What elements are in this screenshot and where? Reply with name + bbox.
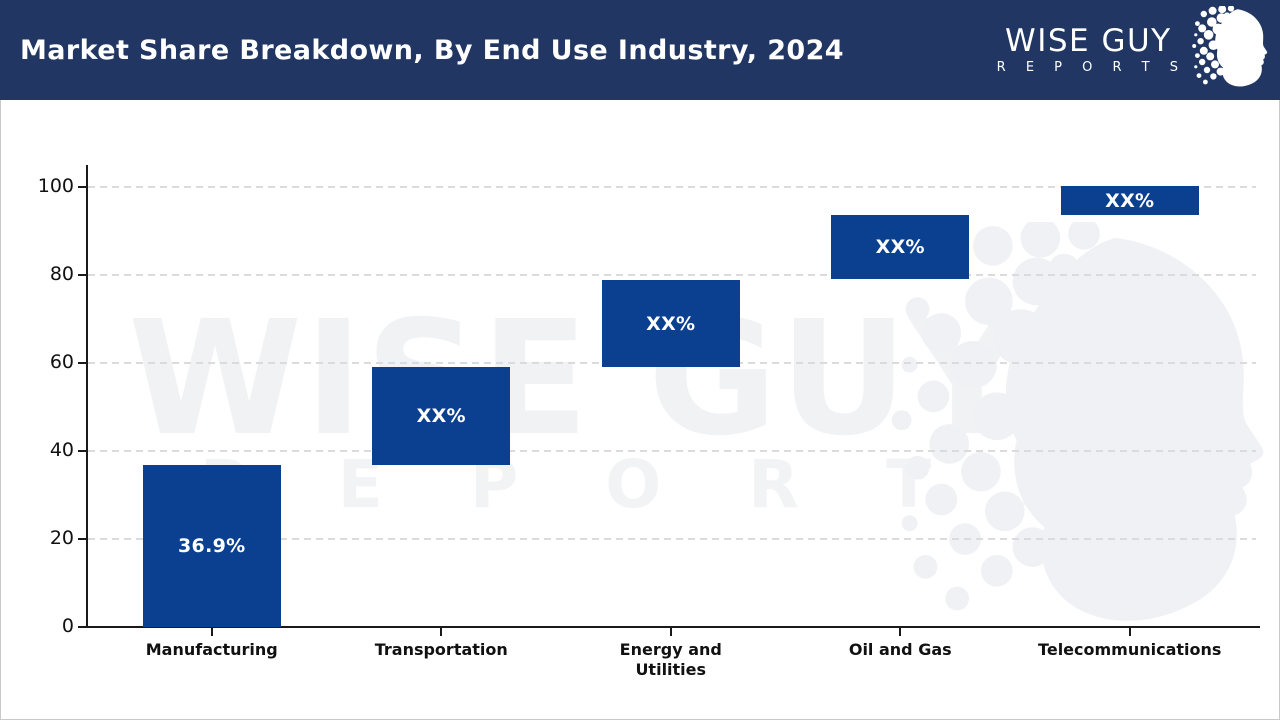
x-tick-label: Manufacturing: [145, 640, 278, 659]
y-axis-line: [86, 165, 88, 628]
header: Market Share Breakdown, By End Use Indus…: [0, 0, 1280, 100]
bar-value-label: XX%: [646, 312, 696, 335]
x-tick-label: Telecommunications: [1038, 640, 1222, 659]
bar-value-label: XX%: [875, 236, 925, 259]
x-tick-label: Oil and Gas: [848, 640, 952, 659]
gridline: [88, 274, 1256, 276]
y-tick-label: 0: [61, 615, 74, 637]
gridline: [88, 538, 1256, 540]
bar-value-label: 36.9%: [178, 534, 246, 557]
logo-text: WISE GUY R E P O R T S: [991, 23, 1186, 75]
gridline: [88, 450, 1256, 452]
y-tick-label: 60: [49, 351, 74, 373]
bar-segment: XX%: [372, 367, 511, 465]
y-tick: [78, 626, 86, 628]
x-tick: [440, 628, 443, 636]
bar-segment: 36.9%: [142, 464, 281, 627]
watermark-wordmark: WISE GUY: [128, 287, 1027, 471]
x-tick: [899, 628, 902, 636]
y-tick-label: 80: [49, 263, 74, 285]
brand-logo: WISE GUY R E P O R T S: [991, 6, 1280, 94]
bar-segment: XX%: [1060, 186, 1199, 216]
x-tick-label: Transportation: [374, 640, 508, 659]
gridline: [88, 186, 1256, 188]
y-tick: [78, 362, 86, 364]
x-tick-label: Energy and Utilities: [619, 640, 722, 679]
logo-wordmark: WISE GUY: [1005, 23, 1172, 59]
bar-value-label: XX%: [416, 405, 466, 427]
x-tick: [1128, 628, 1131, 636]
x-axis-line: [86, 626, 1260, 628]
y-tick: [78, 274, 86, 276]
x-tick: [210, 628, 213, 636]
logo-head-icon: [1192, 6, 1268, 87]
y-tick: [78, 538, 86, 540]
y-tick-label: 40: [49, 439, 74, 461]
y-tick: [78, 450, 86, 452]
bar-value-label: XX%: [1105, 189, 1155, 212]
y-tick-label: 20: [49, 527, 74, 549]
chart-title: Market Share Breakdown, By End Use Indus…: [20, 34, 844, 66]
x-tick: [669, 628, 672, 636]
bar-segment: XX%: [601, 280, 740, 368]
logo-subtext: R E P O R T S: [996, 60, 1186, 75]
bar-segment: XX%: [831, 215, 970, 280]
y-tick-label: 100: [37, 175, 74, 197]
y-tick: [78, 186, 86, 188]
